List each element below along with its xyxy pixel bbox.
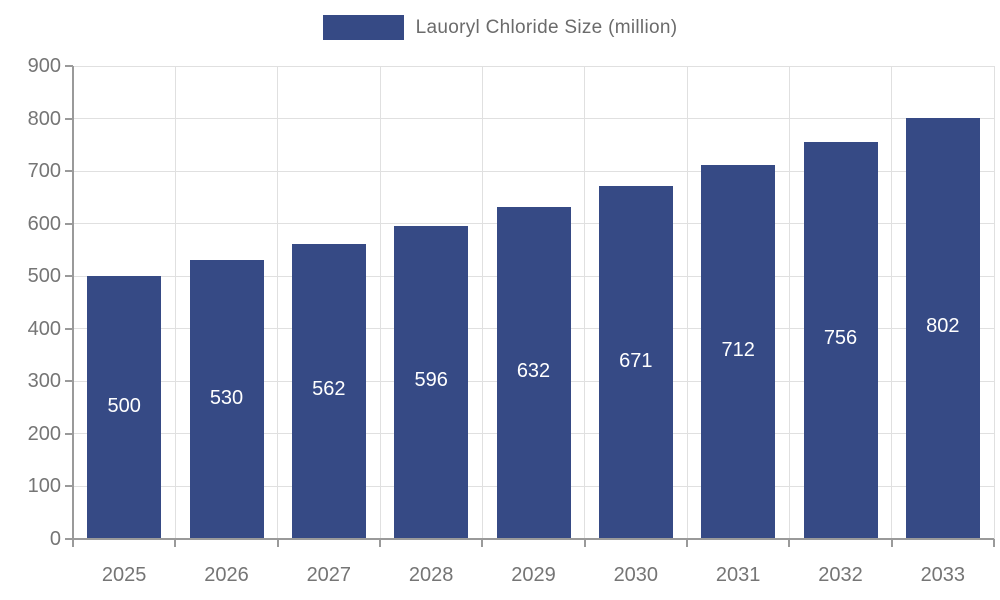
y-axis-line xyxy=(72,66,74,540)
x-tick-label: 2031 xyxy=(715,564,761,586)
x-tick-mark xyxy=(174,539,177,547)
gridline-vertical xyxy=(379,66,381,539)
bar-2027 xyxy=(291,243,366,539)
bar-2026 xyxy=(189,260,264,539)
x-tick-label: 2032 xyxy=(818,564,863,586)
y-tick-label: 800 xyxy=(27,107,61,130)
y-tick-mark xyxy=(65,538,73,540)
x-tick-label: 2033 xyxy=(920,564,966,586)
y-tick-label: 200 xyxy=(27,422,61,445)
y-tick-label: 0 xyxy=(49,528,61,550)
bar-value-label: 562 xyxy=(312,378,346,401)
gridline-horizontal xyxy=(73,170,994,172)
chart-legend: Lauoryl Chloride Size (million) xyxy=(0,15,1000,40)
bar-2031 xyxy=(701,164,776,539)
bar-value-label: 802 xyxy=(926,315,960,338)
gridline-vertical xyxy=(891,66,893,539)
legend-label: Lauoryl Chloride Size (million) xyxy=(415,16,678,38)
gridline-vertical xyxy=(481,66,483,539)
gridline-vertical xyxy=(174,66,176,539)
x-tick-mark xyxy=(276,539,279,547)
x-tick-mark xyxy=(583,539,586,547)
gridline-horizontal xyxy=(73,118,994,120)
x-tick-label: 2028 xyxy=(408,564,454,586)
y-tick-label: 300 xyxy=(27,370,61,393)
bar-value-label: 756 xyxy=(823,327,858,350)
x-tick-mark xyxy=(72,539,74,547)
bar-value-label: 596 xyxy=(414,369,448,392)
x-tick-mark xyxy=(686,539,688,547)
y-tick-mark xyxy=(65,275,73,278)
gridline-vertical xyxy=(584,66,586,539)
y-tick-label: 900 xyxy=(27,55,61,77)
y-tick-mark xyxy=(65,222,73,225)
bar-2033 xyxy=(905,117,980,539)
y-tick-label: 500 xyxy=(27,265,61,288)
y-tick-label: 700 xyxy=(27,160,61,183)
y-tick-mark xyxy=(65,485,73,488)
x-axis-line xyxy=(73,538,994,540)
x-tick-mark xyxy=(481,539,484,547)
bar-2030 xyxy=(598,186,673,539)
y-tick-mark xyxy=(65,432,73,435)
bar-2028 xyxy=(394,225,469,539)
x-tick-label: 2027 xyxy=(306,564,352,586)
bar-value-label: 632 xyxy=(516,359,551,382)
bar-value-label: 530 xyxy=(209,386,244,409)
gridline-horizontal xyxy=(73,65,994,67)
y-tick-mark xyxy=(65,380,73,383)
bar-2025 xyxy=(87,276,162,539)
x-tick-label: 2025 xyxy=(101,564,147,586)
legend-swatch xyxy=(322,15,404,40)
bar-value-label: 712 xyxy=(721,338,755,361)
y-tick-label: 400 xyxy=(27,317,61,340)
bar-2032 xyxy=(803,141,878,539)
x-tick-mark xyxy=(993,539,995,547)
y-tick-mark xyxy=(65,327,73,330)
x-tick-label: 2030 xyxy=(613,564,659,586)
gridline-vertical xyxy=(993,66,995,539)
bar-2029 xyxy=(496,206,571,539)
x-tick-label: 2026 xyxy=(204,564,249,586)
x-tick-mark xyxy=(788,539,791,547)
gridline-vertical xyxy=(277,66,279,539)
gridline-vertical xyxy=(686,66,688,539)
x-tick-mark xyxy=(890,539,893,547)
gridline-vertical xyxy=(788,66,790,539)
bar-value-label: 671 xyxy=(619,349,653,372)
bar-value-label: 500 xyxy=(107,394,141,417)
x-tick-mark xyxy=(379,539,381,547)
y-tick-label: 600 xyxy=(27,212,61,235)
y-tick-label: 100 xyxy=(27,475,61,498)
y-tick-mark xyxy=(65,170,73,173)
x-tick-label: 2029 xyxy=(511,564,556,586)
y-tick-mark xyxy=(65,65,73,67)
y-tick-mark xyxy=(65,117,73,120)
